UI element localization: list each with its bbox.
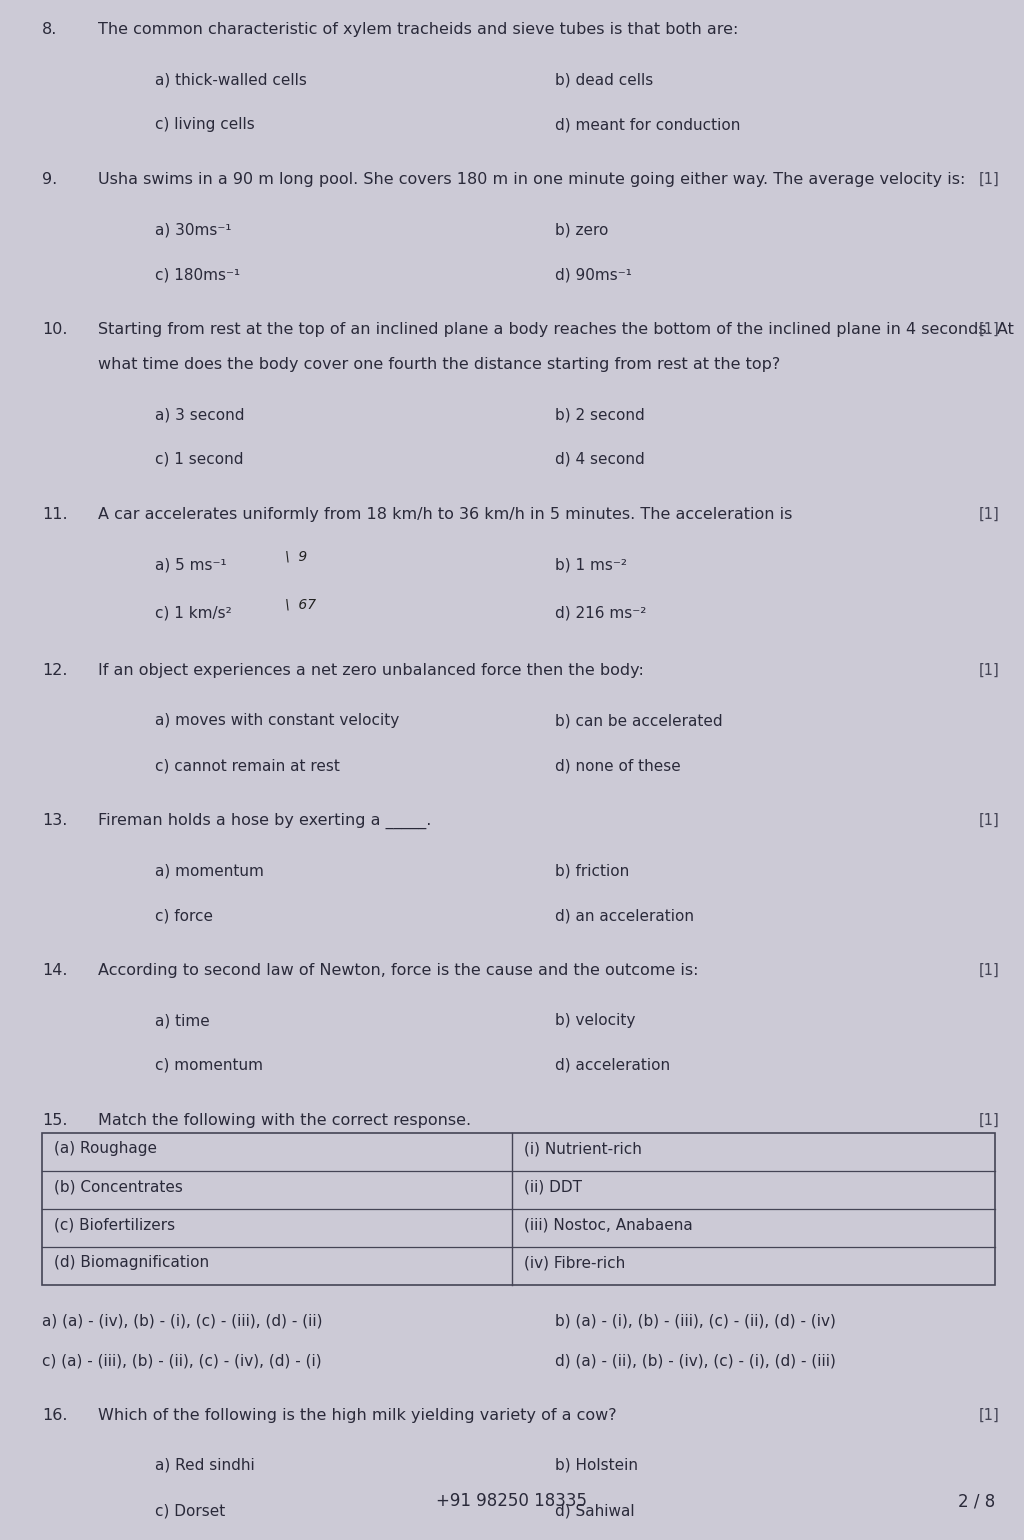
- Text: a) 3 second: a) 3 second: [155, 407, 245, 422]
- Text: Which of the following is the high milk yielding variety of a cow?: Which of the following is the high milk …: [98, 1408, 616, 1423]
- Text: (i) Nutrient-rich: (i) Nutrient-rich: [524, 1141, 642, 1157]
- Text: [1]: [1]: [979, 507, 1000, 522]
- Text: A car accelerates uniformly from 18 km/h to 36 km/h in 5 minutes. The accelerati: A car accelerates uniformly from 18 km/h…: [98, 507, 793, 522]
- Text: b) dead cells: b) dead cells: [555, 72, 653, 86]
- Text: c) force: c) force: [155, 909, 213, 922]
- Text: According to second law of Newton, force is the cause and the outcome is:: According to second law of Newton, force…: [98, 962, 698, 978]
- Text: b) velocity: b) velocity: [555, 1013, 635, 1029]
- Text: [1]: [1]: [979, 1408, 1000, 1423]
- Text: 2 / 8: 2 / 8: [957, 1492, 995, 1511]
- Text: b) zero: b) zero: [555, 222, 608, 237]
- Text: d) meant for conduction: d) meant for conduction: [555, 117, 740, 132]
- Text: \  67: \ 67: [285, 598, 316, 611]
- Text: 8.: 8.: [42, 22, 57, 37]
- Text: a) Red sindhi: a) Red sindhi: [155, 1458, 255, 1472]
- Text: [1]: [1]: [979, 813, 1000, 829]
- Text: c) (a) - (iii), (b) - (ii), (c) - (iv), (d) - (i): c) (a) - (iii), (b) - (ii), (c) - (iv), …: [42, 1354, 322, 1368]
- Text: Usha swims in a 90 m long pool. She covers 180 m in one minute going either way.: Usha swims in a 90 m long pool. She cove…: [98, 172, 966, 186]
- Text: d) (a) - (ii), (b) - (iv), (c) - (i), (d) - (iii): d) (a) - (ii), (b) - (iv), (c) - (i), (d…: [555, 1354, 836, 1368]
- Text: +91 98250 18335: +91 98250 18335: [436, 1492, 588, 1511]
- Text: d) an acceleration: d) an acceleration: [555, 909, 694, 922]
- Text: d) Sahiwal: d) Sahiwal: [555, 1503, 635, 1518]
- Text: (iv) Fibre-rich: (iv) Fibre-rich: [524, 1255, 626, 1270]
- Text: 12.: 12.: [42, 664, 68, 678]
- Text: [1]: [1]: [979, 664, 1000, 678]
- Bar: [42, 1133, 995, 1284]
- Text: \  9: \ 9: [285, 548, 307, 564]
- Text: d) 216 ms⁻²: d) 216 ms⁻²: [555, 605, 646, 621]
- Text: [1]: [1]: [979, 1113, 1000, 1127]
- Text: c) living cells: c) living cells: [155, 117, 255, 132]
- Text: 16.: 16.: [42, 1408, 68, 1423]
- Text: (a) Roughage: (a) Roughage: [54, 1141, 157, 1157]
- Text: 9.: 9.: [42, 172, 57, 186]
- Text: c) 180ms⁻¹: c) 180ms⁻¹: [155, 266, 240, 282]
- Text: (c) Biofertilizers: (c) Biofertilizers: [54, 1217, 175, 1232]
- Text: d) none of these: d) none of these: [555, 758, 681, 773]
- Text: c) momentum: c) momentum: [155, 1058, 263, 1073]
- Text: b) Holstein: b) Holstein: [555, 1458, 638, 1472]
- Text: d) 4 second: d) 4 second: [555, 453, 645, 467]
- Text: 13.: 13.: [42, 813, 68, 829]
- Text: a) 5 ms⁻¹: a) 5 ms⁻¹: [155, 557, 226, 571]
- Text: a) (a) - (iv), (b) - (i), (c) - (iii), (d) - (ii): a) (a) - (iv), (b) - (i), (c) - (iii), (…: [42, 1314, 323, 1327]
- Text: a) 30ms⁻¹: a) 30ms⁻¹: [155, 222, 231, 237]
- Text: b) friction: b) friction: [555, 862, 630, 878]
- Text: (iii) Nostoc, Anabaena: (iii) Nostoc, Anabaena: [524, 1217, 693, 1232]
- Text: (ii) DDT: (ii) DDT: [524, 1180, 582, 1194]
- Text: c) 1 second: c) 1 second: [155, 453, 244, 467]
- Text: a) moves with constant velocity: a) moves with constant velocity: [155, 713, 399, 728]
- Text: what time does the body cover one fourth the distance starting from rest at the : what time does the body cover one fourth…: [98, 357, 780, 373]
- Text: c) cannot remain at rest: c) cannot remain at rest: [155, 758, 340, 773]
- Text: c) Dorset: c) Dorset: [155, 1503, 225, 1518]
- Text: a) thick-walled cells: a) thick-walled cells: [155, 72, 307, 86]
- Text: b) 2 second: b) 2 second: [555, 407, 645, 422]
- Text: b) can be accelerated: b) can be accelerated: [555, 713, 723, 728]
- Text: The common characteristic of xylem tracheids and sieve tubes is that both are:: The common characteristic of xylem trach…: [98, 22, 738, 37]
- Text: [1]: [1]: [979, 322, 1000, 337]
- Text: a) momentum: a) momentum: [155, 862, 264, 878]
- Text: b) (a) - (i), (b) - (iii), (c) - (ii), (d) - (iv): b) (a) - (i), (b) - (iii), (c) - (ii), (…: [555, 1314, 836, 1327]
- Text: 10.: 10.: [42, 322, 68, 337]
- Text: b) 1 ms⁻²: b) 1 ms⁻²: [555, 557, 627, 571]
- Text: [1]: [1]: [979, 962, 1000, 978]
- Text: a) time: a) time: [155, 1013, 210, 1029]
- Text: Starting from rest at the top of an inclined plane a body reaches the bottom of : Starting from rest at the top of an incl…: [98, 322, 1014, 337]
- Text: c) 1 km/s²: c) 1 km/s²: [155, 605, 231, 621]
- Text: Match the following with the correct response.: Match the following with the correct res…: [98, 1113, 471, 1127]
- Text: 14.: 14.: [42, 962, 68, 978]
- Text: Fireman holds a hose by exerting a _____.: Fireman holds a hose by exerting a _____…: [98, 813, 441, 829]
- Text: If an object experiences a net zero unbalanced force then the body:: If an object experiences a net zero unba…: [98, 664, 644, 678]
- Text: d) acceleration: d) acceleration: [555, 1058, 670, 1073]
- Text: (d) Biomagnification: (d) Biomagnification: [54, 1255, 209, 1270]
- Text: 11.: 11.: [42, 507, 68, 522]
- Text: [1]: [1]: [979, 172, 1000, 186]
- Text: (b) Concentrates: (b) Concentrates: [54, 1180, 183, 1194]
- Text: d) 90ms⁻¹: d) 90ms⁻¹: [555, 266, 632, 282]
- Text: 15.: 15.: [42, 1113, 68, 1127]
